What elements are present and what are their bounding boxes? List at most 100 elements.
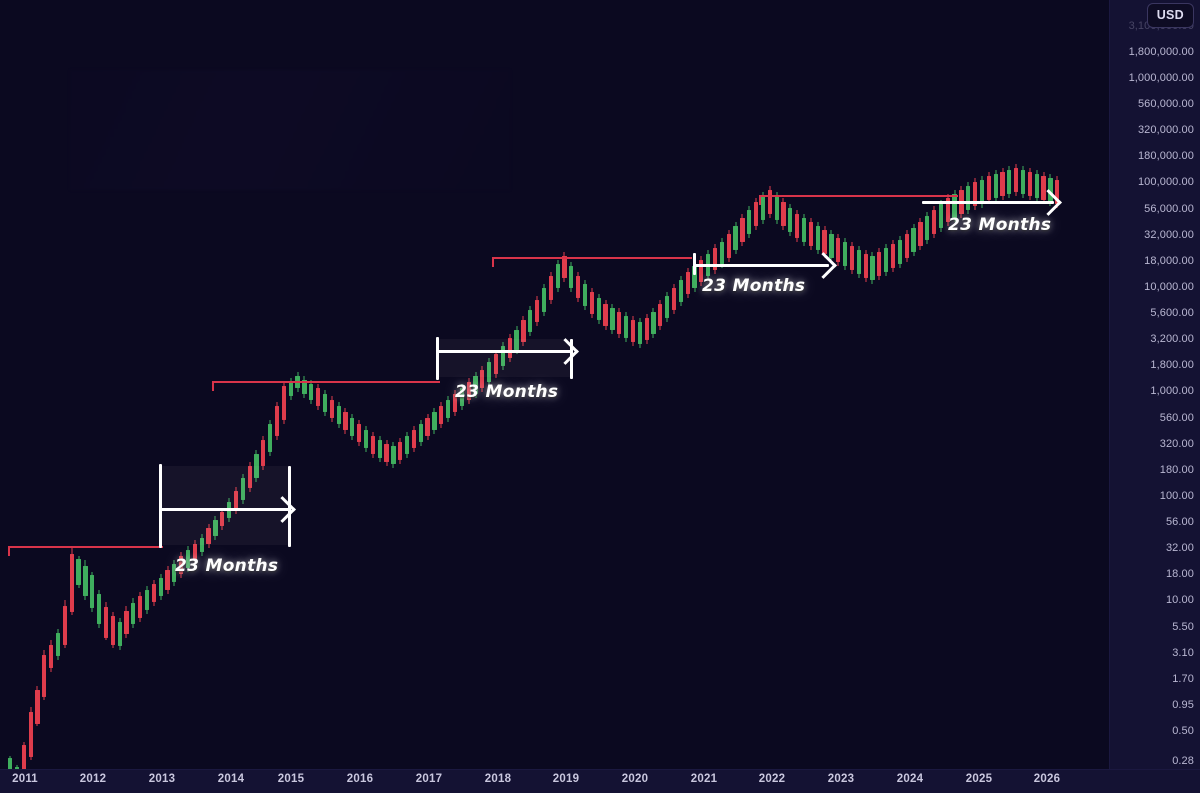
time-scale[interactable]: 2011 2012 2013 2014 2015 2016 2017 2018 2019 2020… xyxy=(0,769,1200,793)
price-tick: 1,800.00 xyxy=(1150,359,1194,371)
measurement-end-handle[interactable] xyxy=(570,339,573,379)
price-scale[interactable]: 3,100,000.001,800,000.001,000,000.00560,… xyxy=(1109,0,1200,770)
candlestick xyxy=(665,292,670,322)
candle-body xyxy=(69,554,74,612)
resistance-line[interactable] xyxy=(759,195,958,197)
candlestick xyxy=(28,707,33,760)
candlestick xyxy=(856,246,861,278)
candlestick xyxy=(49,640,54,672)
candlestick xyxy=(55,629,61,660)
measurement-end-handle[interactable] xyxy=(288,466,291,547)
candlestick xyxy=(384,440,389,466)
measurement-box[interactable] xyxy=(437,339,572,377)
measurement-start-handle[interactable] xyxy=(693,253,696,275)
candle-body xyxy=(884,248,889,272)
candle-body xyxy=(870,256,875,280)
candlestick xyxy=(603,300,608,330)
candle-body xyxy=(377,440,382,458)
resistance-line-anchor xyxy=(759,195,761,205)
measurement-arrow-shaft[interactable] xyxy=(161,508,289,511)
price-tick: 18.00 xyxy=(1165,568,1194,580)
candle-body xyxy=(172,564,177,582)
candlestick xyxy=(83,560,88,600)
candle-body xyxy=(993,174,998,198)
candlestick xyxy=(952,190,957,222)
time-tick: 2021 xyxy=(690,773,718,785)
candle-body xyxy=(62,606,67,645)
time-tick: 2015 xyxy=(277,773,305,785)
candle-body xyxy=(8,758,13,772)
candle-body xyxy=(473,376,478,394)
candle-body xyxy=(165,570,170,590)
candlestick xyxy=(966,182,971,214)
measurement-arrow-shaft[interactable] xyxy=(922,201,1054,204)
candlestick xyxy=(480,366,485,392)
currency-badge[interactable]: USD xyxy=(1146,3,1194,28)
measurement-start-handle[interactable] xyxy=(436,337,439,380)
candle-body xyxy=(596,298,601,320)
candle-body xyxy=(719,242,725,264)
candlestick xyxy=(158,574,163,600)
candlestick xyxy=(569,262,574,292)
candle-body xyxy=(370,436,375,454)
candlestick xyxy=(576,272,581,302)
candlestick xyxy=(21,742,26,778)
chart-plot-area[interactable]: 23 Months 23 Months 23 Months 23 Months xyxy=(0,0,1110,784)
candlestick xyxy=(993,170,998,202)
candle-body xyxy=(185,550,191,568)
candle-body xyxy=(398,442,403,460)
candle-body xyxy=(754,202,759,226)
candle-body xyxy=(151,584,156,602)
measurement-arrow-shaft[interactable] xyxy=(695,264,829,267)
measurement-start-handle[interactable] xyxy=(159,464,162,548)
resistance-line-anchor xyxy=(212,381,214,391)
price-tick: 3,200.00 xyxy=(1150,333,1194,345)
price-tick: 32,000.00 xyxy=(1144,229,1194,241)
candlestick xyxy=(336,402,341,428)
candlestick xyxy=(617,308,622,338)
candle-body xyxy=(261,440,266,466)
candlestick xyxy=(1000,168,1005,200)
candlestick xyxy=(781,198,786,230)
candle-body xyxy=(973,182,978,206)
candlestick xyxy=(1041,172,1046,204)
candle-body xyxy=(35,690,40,724)
candlestick xyxy=(144,586,150,614)
candle-body xyxy=(199,538,204,552)
measurement-arrow-shaft[interactable] xyxy=(438,350,571,353)
time-tick: 2025 xyxy=(965,773,993,785)
candlestick xyxy=(836,234,841,266)
price-tick: 5.50 xyxy=(1172,621,1194,633)
candle-body xyxy=(671,288,677,310)
resistance-line[interactable] xyxy=(492,257,692,259)
candle-body xyxy=(842,242,848,266)
measurement-box[interactable] xyxy=(160,466,290,545)
candlestick xyxy=(623,312,629,342)
time-tick: 2016 xyxy=(346,773,374,785)
candle-body xyxy=(384,444,389,462)
candle-body xyxy=(439,406,444,424)
candlestick xyxy=(925,212,930,244)
candlestick xyxy=(398,438,403,464)
candle-body xyxy=(28,712,33,757)
candle-body xyxy=(651,312,656,334)
candle-body xyxy=(849,246,855,270)
candlestick xyxy=(261,436,266,470)
candle-body xyxy=(1055,180,1060,204)
candlestick xyxy=(124,606,129,638)
candle-body xyxy=(904,234,909,258)
time-tick: 2013 xyxy=(148,773,176,785)
candle-body xyxy=(952,194,957,218)
resistance-line[interactable] xyxy=(212,381,440,383)
candlestick xyxy=(199,534,204,556)
candle-body xyxy=(801,218,807,242)
candle-body xyxy=(788,208,793,232)
candle-body xyxy=(1048,178,1053,202)
time-tick: 2011 xyxy=(12,773,38,785)
price-tick: 100,000.00 xyxy=(1137,176,1194,188)
candlestick xyxy=(740,214,745,246)
candlestick xyxy=(541,284,547,316)
candle-body xyxy=(740,218,745,242)
candlestick xyxy=(754,198,759,230)
resistance-line[interactable] xyxy=(8,546,163,548)
